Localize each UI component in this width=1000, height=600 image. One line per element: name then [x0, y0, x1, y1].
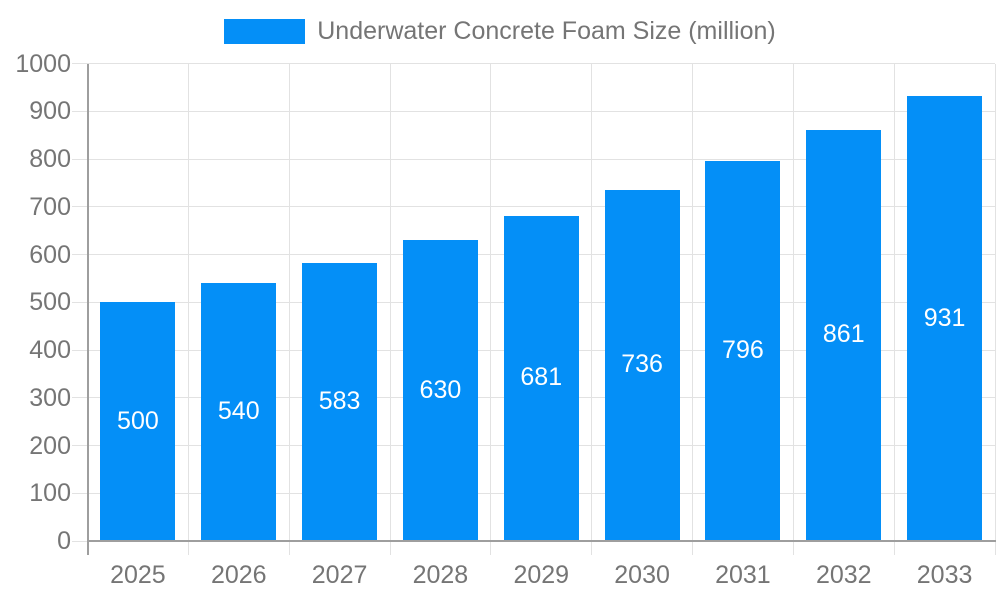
v-gridline [994, 63, 996, 541]
y-tick [71, 445, 88, 446]
legend-swatch [224, 19, 306, 44]
h-gridline [87, 110, 995, 112]
x-tick [389, 541, 391, 555]
bar-value-label: 630 [419, 375, 462, 404]
h-gridline [87, 63, 995, 64]
bar[interactable]: 540 [201, 283, 277, 540]
bar[interactable]: 796 [705, 160, 781, 540]
y-tick [71, 254, 88, 255]
v-gridline [187, 63, 189, 541]
x-tick [591, 541, 593, 555]
x-axis-line [86, 540, 996, 542]
x-tick [994, 541, 996, 555]
x-tick [692, 541, 693, 555]
x-tick [187, 541, 189, 555]
bar[interactable]: 931 [907, 96, 983, 540]
v-gridline [893, 63, 895, 541]
v-gridline [389, 63, 391, 541]
y-axis-label: 600 [29, 240, 71, 269]
bar[interactable]: 583 [302, 262, 378, 540]
v-gridline [288, 63, 290, 541]
bar-value-label: 540 [217, 397, 260, 426]
x-tick [893, 541, 895, 555]
bar-value-label: 583 [318, 386, 361, 415]
y-tick [71, 349, 88, 351]
h-gridline [87, 158, 995, 160]
y-axis-label: 800 [29, 145, 71, 173]
x-tick [490, 541, 492, 555]
bar-value-label: 861 [822, 320, 865, 349]
bar-value-label: 681 [520, 363, 563, 392]
x-axis-label: 2027 [311, 561, 368, 589]
y-tick [71, 158, 88, 160]
y-axis-label: 700 [29, 192, 71, 221]
y-axis-line [86, 63, 89, 555]
y-axis-label: 900 [29, 97, 71, 126]
bar-value-label: 796 [722, 335, 764, 364]
bar-value-label: 931 [923, 303, 966, 332]
y-tick [71, 110, 88, 112]
legend[interactable]: Underwater Concrete Foam Size (million) [0, 17, 1000, 46]
y-tick [71, 63, 88, 64]
h-gridline [87, 206, 995, 208]
bar[interactable]: 861 [806, 129, 882, 540]
y-axis-label: 300 [29, 383, 71, 412]
x-tick [792, 541, 794, 555]
y-axis-label: 0 [57, 527, 71, 555]
y-tick [71, 206, 88, 208]
y-axis-label: 400 [29, 336, 71, 364]
y-axis-label: 500 [29, 288, 71, 317]
x-axis-label: 2026 [210, 561, 267, 589]
x-axis-label: 2032 [815, 561, 872, 589]
bar[interactable]: 500 [100, 302, 176, 540]
y-tick [71, 492, 88, 494]
x-axis-label: 2028 [412, 561, 469, 589]
v-gridline [692, 63, 693, 541]
bar-value-label: 736 [621, 350, 663, 379]
bar-value-label: 500 [117, 406, 159, 435]
y-axis-label: 1000 [15, 49, 71, 78]
bar[interactable]: 736 [604, 189, 680, 540]
y-axis-label: 200 [29, 431, 71, 460]
x-axis-label: 2029 [513, 561, 570, 589]
v-gridline [490, 63, 492, 541]
y-axis-label: 100 [29, 479, 71, 508]
x-axis-label: 2033 [916, 561, 973, 589]
y-tick [71, 397, 88, 399]
x-axis-label: 2031 [715, 561, 771, 589]
v-gridline [591, 63, 593, 541]
v-gridline [792, 63, 794, 541]
y-tick [71, 301, 88, 303]
x-tick [288, 541, 290, 555]
bar[interactable]: 681 [503, 215, 579, 540]
x-axis-label: 2025 [110, 561, 166, 589]
legend-label: Underwater Concrete Foam Size (million) [317, 17, 776, 45]
x-axis-label: 2030 [614, 561, 670, 589]
y-tick [71, 540, 88, 542]
bar[interactable]: 630 [402, 240, 478, 540]
